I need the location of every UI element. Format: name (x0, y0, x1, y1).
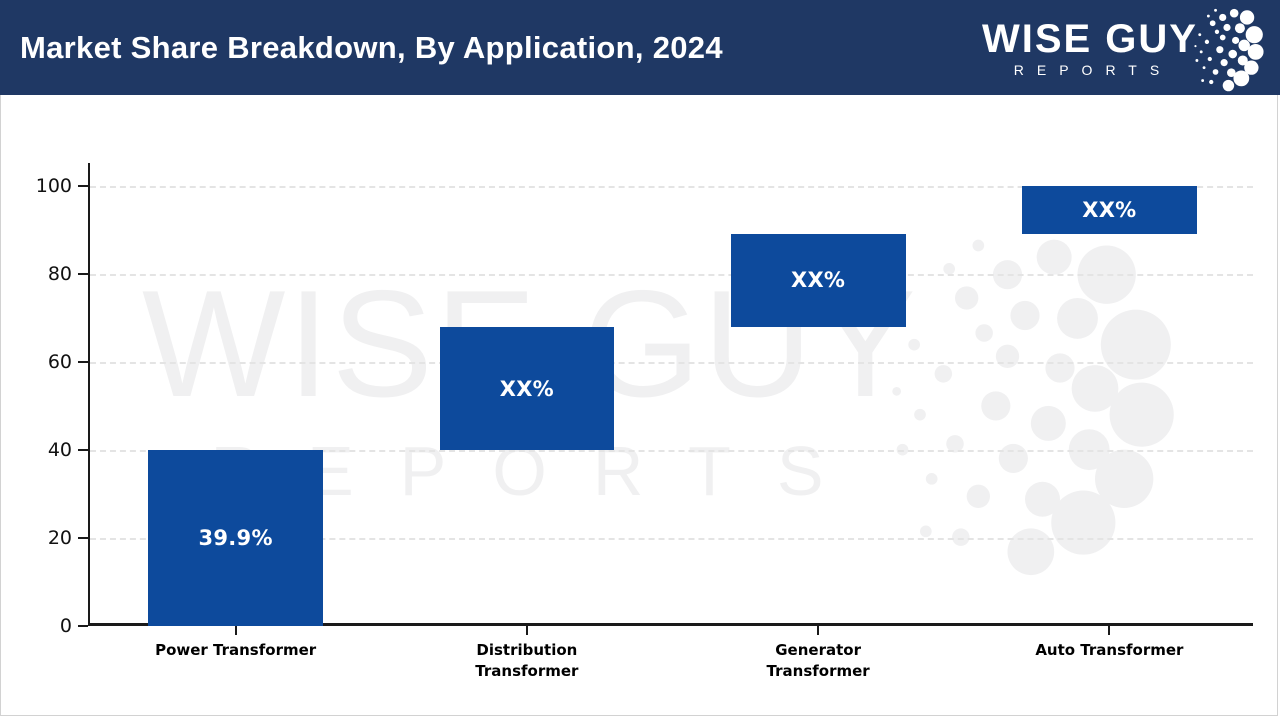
x-axis-tick (1108, 626, 1111, 635)
waterfall-bar-segment: 39.9% (148, 450, 323, 626)
waterfall-bar-segment: XX% (730, 233, 906, 327)
waterfall-bar-segment: XX% (1022, 186, 1197, 234)
y-axis-tick-label: 20 (47, 527, 72, 549)
y-axis-tick (78, 449, 88, 451)
bar-value-label: XX% (790, 268, 846, 293)
frame-right-border (1277, 95, 1278, 716)
waterfall-bar-segment: XX% (439, 326, 615, 451)
logo-wordmark-line1: WISE GUY (981, 17, 1198, 61)
gridline (90, 362, 1253, 364)
y-axis-tick (78, 273, 88, 275)
x-axis-tick (525, 626, 528, 635)
y-axis-tick-label: 40 (47, 439, 72, 461)
bar-value-label: XX% (499, 376, 555, 401)
x-axis-tick (817, 626, 820, 635)
y-axis-tick-label: 80 (47, 263, 72, 285)
gridline (90, 538, 1253, 540)
y-axis-tick-label: 60 (47, 351, 72, 373)
y-axis-tick-label: 0 (59, 615, 72, 637)
wise-guy-logo: WISE GUY REPORTS (982, 6, 1266, 92)
x-category-label: Auto Transformer (1035, 641, 1184, 659)
y-axis-tick-label: 100 (35, 175, 72, 197)
x-category-label: Distribution Transformer (475, 641, 579, 680)
x-category-label: Generator Transformer (766, 641, 870, 680)
logo-wordmark-line2: REPORTS (1013, 62, 1173, 78)
bar-value-label: XX% (1082, 197, 1137, 222)
gridline (90, 186, 1253, 188)
y-axis-tick (78, 185, 88, 187)
waterfall-chart: 0 20 40 60 80 100 39.9% Power Transformer XX% Dis… (36, 163, 1253, 680)
gridline (90, 450, 1253, 452)
y-axis-tick (78, 537, 88, 539)
header-bar: Market Share Breakdown, By Application, … (0, 0, 1280, 95)
frame-left-border (0, 95, 1, 716)
x-axis-tick (234, 626, 237, 635)
frame-bottom-border (0, 715, 1278, 716)
gridline (90, 274, 1253, 276)
y-axis-tick (78, 361, 88, 363)
bar-value-label: 39.9% (198, 526, 273, 551)
logo-head-icon (1194, 8, 1264, 91)
x-category-label: Power Transformer (155, 641, 317, 659)
y-axis-tick (78, 625, 88, 627)
logo-wordmark: WISE GUY REPORTS (982, 19, 1198, 78)
page-title: Market Share Breakdown, By Application, … (20, 29, 723, 65)
